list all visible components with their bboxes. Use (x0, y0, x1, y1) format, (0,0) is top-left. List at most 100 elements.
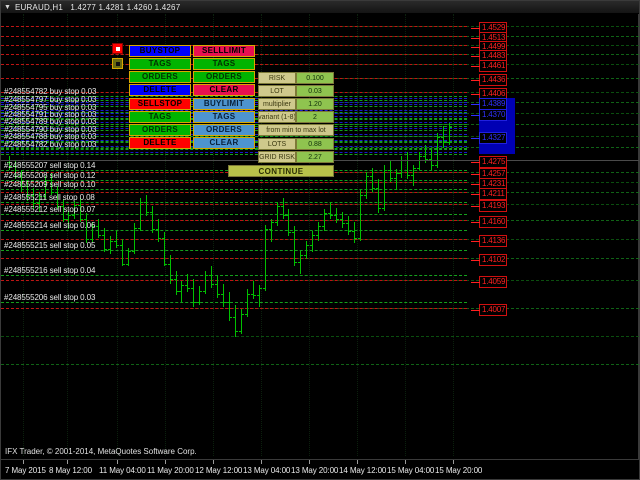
sellstop-group-delete-button[interactable]: DELETE (129, 137, 191, 149)
buystop-group-tags-button[interactable]: TAGS (129, 58, 191, 70)
param-value-risk[interactable]: 0.100 (296, 72, 334, 84)
selllimit-group-selllimit-button[interactable]: SELLLIMIT (193, 45, 255, 57)
price-tag-stub (471, 104, 480, 105)
bar-close-tick (93, 226, 95, 228)
order-level-line (1, 230, 467, 231)
bar-open-tick (114, 240, 116, 242)
order-label: #248555211 sell stop 0.08 (4, 193, 95, 202)
bar-open-tick (66, 219, 68, 221)
order-label: #248555212 sell stop 0.07 (4, 205, 96, 214)
bar-open-tick (429, 158, 431, 160)
price-tag-stub (471, 47, 480, 48)
bar-open-tick (7, 161, 9, 163)
bar-open-tick (156, 229, 158, 231)
bar-open-tick (316, 234, 318, 236)
price-bar (68, 210, 69, 230)
bar-open-tick (55, 191, 57, 193)
price-tag: 1.4160 (471, 216, 508, 228)
price-bar (348, 216, 349, 235)
buystop-group-buystop-button[interactable]: BUYSTOP (129, 45, 191, 57)
price-bar (288, 209, 289, 237)
time-axis-tick (261, 460, 262, 464)
selllimit-group-tags-button[interactable]: TAGS (193, 58, 255, 70)
order-level-line (1, 250, 467, 251)
panel-close-icon-glyph (115, 46, 120, 51)
caret-down-icon[interactable]: ▼ (4, 3, 11, 11)
bar-open-tick (281, 206, 283, 208)
selllimit-group-orders-button[interactable]: ORDERS (193, 71, 255, 83)
bar-close-tick (301, 254, 303, 256)
bar-open-tick (233, 316, 235, 318)
price-axis-divider (638, 14, 639, 479)
order-level-line (1, 258, 467, 259)
continue-button[interactable]: CONTINUE (228, 165, 334, 177)
price-bar (265, 224, 266, 291)
price-tag-stub (471, 184, 480, 185)
vertical-gridline (309, 14, 310, 456)
time-axis-label: 11 May 04:00 (99, 466, 146, 475)
price-bar (217, 276, 218, 298)
price-bar (63, 199, 64, 222)
buystop-group-orders-button[interactable]: ORDERS (129, 71, 191, 83)
order-level-line (1, 180, 467, 181)
buylimit-group-clear-button[interactable]: CLEAR (193, 137, 255, 149)
buylimit-group-buylimit-button[interactable]: BUYLIMIT (193, 98, 255, 110)
price-bar (277, 201, 278, 227)
time-axis[interactable]: 7 May 2015 8 May 12:00 11 May 04:00 11 May … (1, 460, 639, 479)
bar-open-tick (37, 203, 39, 205)
bar-close-tick (319, 226, 321, 228)
price-tag: 1.4102 (471, 254, 508, 266)
bar-open-tick (298, 262, 300, 264)
bar-open-tick (275, 222, 277, 223)
price-bar (39, 191, 40, 212)
buylimit-group-tags-button[interactable]: TAGS (193, 111, 255, 123)
order-label: #248555206 sell stop 0.03 (4, 293, 96, 302)
bar-open-tick (304, 254, 306, 256)
price-bar (372, 167, 373, 192)
bar-open-tick (168, 263, 170, 265)
price-bar (205, 270, 206, 294)
price-tag: 1.4370 (471, 109, 508, 121)
panel-close-icon[interactable] (112, 43, 123, 54)
chart-area[interactable]: #248554782 buy stop 0.03 #248554797 buy s… (1, 14, 639, 479)
bar-open-tick (197, 302, 199, 304)
bar-close-tick (420, 156, 422, 158)
order-label: #248554782 buy stop 0.03 (4, 140, 97, 149)
bar-close-tick (284, 214, 286, 216)
bar-open-tick (352, 230, 354, 232)
bar-open-tick (144, 201, 146, 203)
param-value-multiplier[interactable]: 1.20 (296, 98, 334, 110)
time-axis-label: 13 May 20:00 (291, 466, 339, 475)
order-label: #248554797 buy stop 0.03 (4, 95, 97, 104)
price-tag: 1.4436 (471, 74, 508, 86)
price-bar (193, 279, 194, 307)
bar-close-tick (200, 290, 202, 292)
bar-close-tick (141, 201, 143, 203)
bar-open-tick (221, 293, 223, 295)
buystop-group-delete-button[interactable]: DELETE (129, 84, 191, 96)
panel-minimize-icon[interactable] (112, 58, 123, 69)
order-level-line (1, 152, 467, 153)
price-bar (306, 240, 307, 260)
bar-open-tick (370, 176, 372, 178)
bar-open-tick (25, 186, 27, 188)
sellstop-group-tags-button[interactable]: TAGS (129, 111, 191, 123)
price-bar (437, 133, 438, 168)
price-bar (170, 254, 171, 284)
param-value-lot[interactable]: 0.03 (296, 85, 334, 97)
buylimit-group-orders-button[interactable]: ORDERS (193, 124, 255, 136)
bar-open-tick (185, 285, 187, 287)
param-value-variant-1-8-[interactable]: 2 (296, 111, 334, 123)
vertical-gridline (23, 14, 24, 456)
price-bar (116, 230, 117, 248)
price-bar (259, 285, 260, 307)
selllimit-group-clear-button[interactable]: CLEAR (193, 84, 255, 96)
bar-open-tick (435, 164, 437, 166)
bar-close-tick (105, 249, 107, 251)
sellstop-group-orders-button[interactable]: ORDERS (129, 124, 191, 136)
bar-open-tick (191, 287, 193, 289)
order-label: #248555208 sell stop 0.12 (4, 171, 96, 180)
bar-open-tick (399, 173, 401, 175)
bar-close-tick (367, 176, 369, 178)
sellstop-group-sellstop-button[interactable]: SELLSTOP (129, 98, 191, 110)
